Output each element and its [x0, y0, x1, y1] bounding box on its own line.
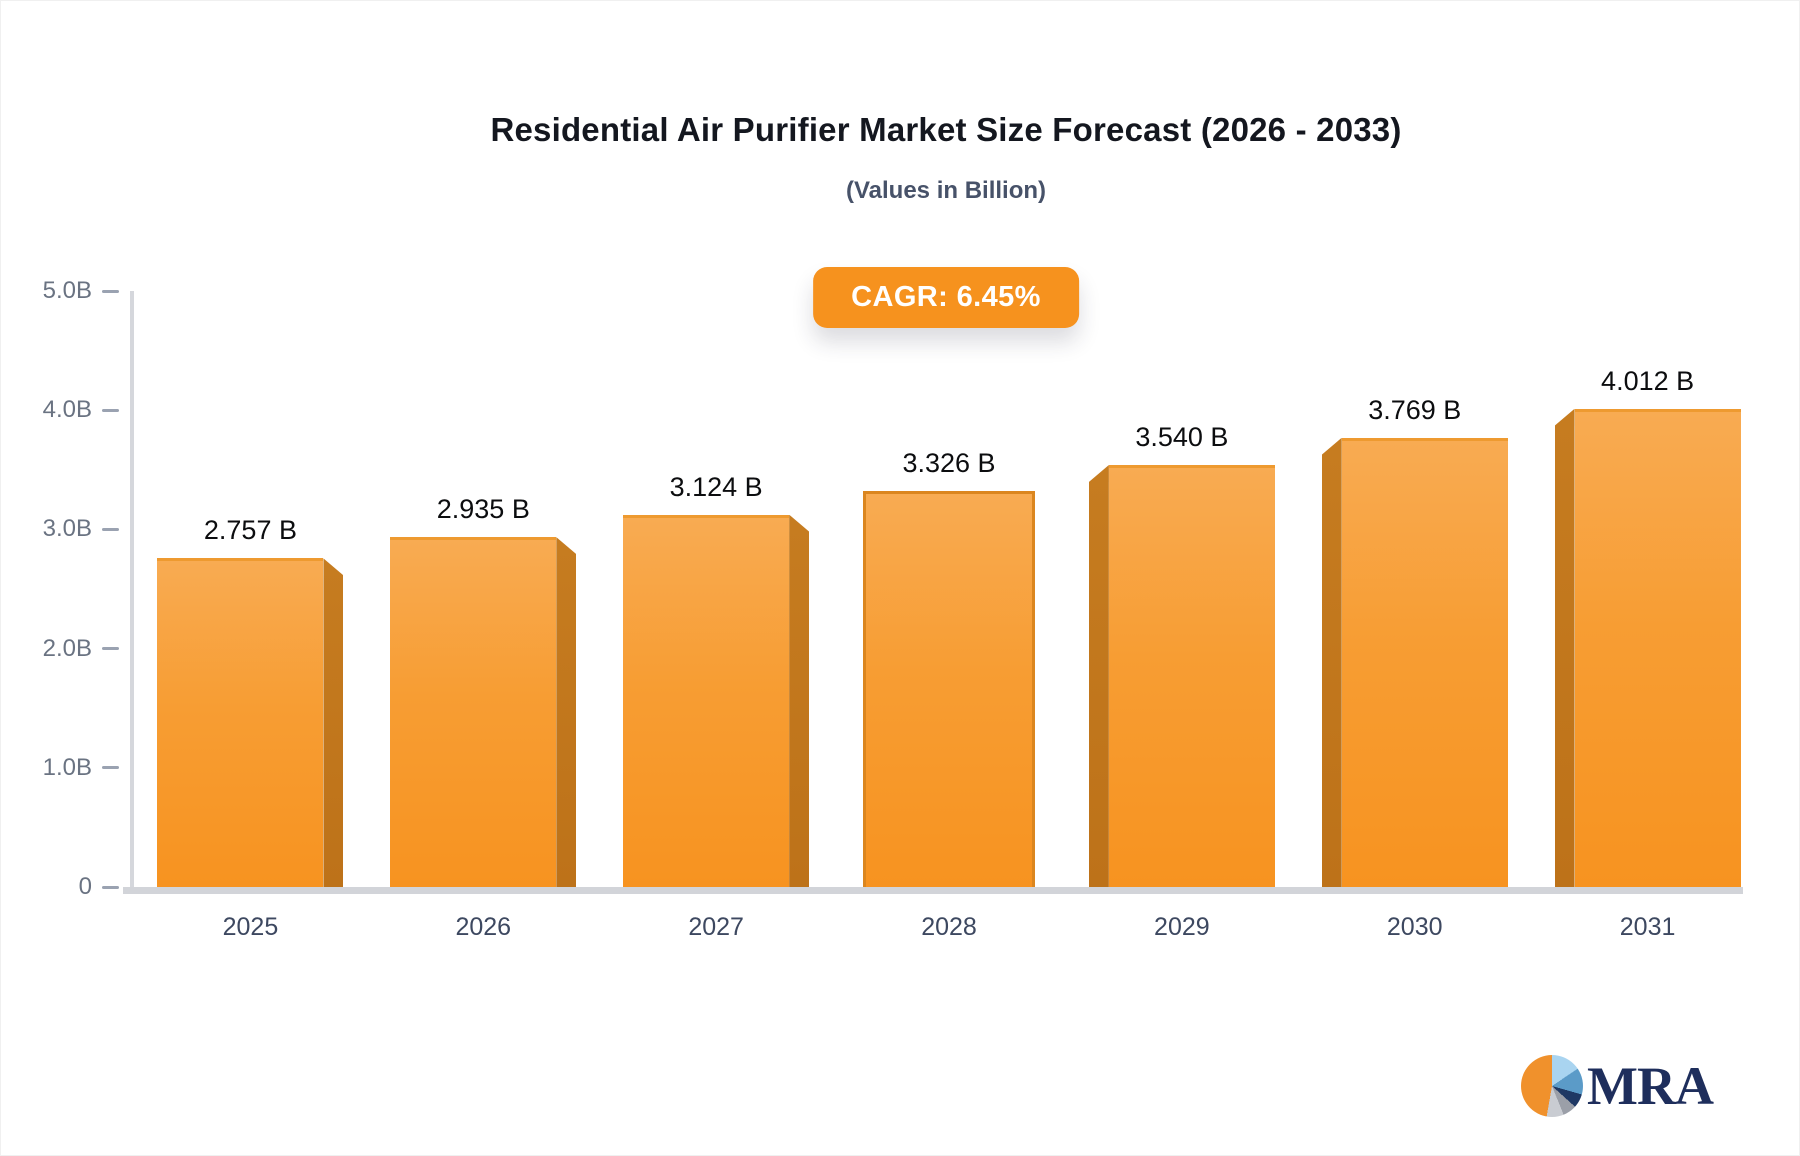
- chart-subtitle: (Values in Billion): [845, 177, 1047, 204]
- tick-mark: [102, 527, 119, 531]
- bar-2025: [157, 558, 344, 887]
- bar-value-label: 3.769 B: [1368, 394, 1462, 425]
- y-axis-tick: 5.0B: [32, 277, 119, 305]
- y-axis-tick-label: 5.0B: [42, 277, 92, 304]
- bar-2031: [1554, 408, 1741, 887]
- bar-group: 2.935 B: [367, 291, 600, 887]
- y-axis-tick-label: 2.0B: [42, 634, 92, 662]
- bar-2026: [390, 537, 577, 887]
- bar-value-label: 3.540 B: [1135, 422, 1229, 453]
- x-axis-label: 2029: [1154, 913, 1210, 941]
- bar-side-face: [323, 558, 344, 887]
- x-axis-label: 2027: [688, 913, 744, 941]
- bar-value-label: 2.935 B: [436, 494, 530, 525]
- tick-mark: [102, 885, 119, 889]
- bar-side-face: [1088, 465, 1109, 887]
- bar-group: 4.012 B: [1531, 291, 1764, 887]
- brand-logo: MRA: [1521, 1055, 1714, 1117]
- x-axis-label: 2028: [921, 913, 977, 941]
- tick-mark: [102, 408, 119, 412]
- y-axis-tick-label: 4.0B: [42, 396, 92, 424]
- bar-group: 3.769 B: [1298, 291, 1531, 887]
- bar-group: 3.540 B: [1065, 291, 1298, 887]
- bar-side-face: [556, 537, 577, 887]
- bar-value-label: 3.124 B: [669, 471, 763, 502]
- y-axis-tick: 1.0B: [32, 754, 119, 782]
- bar-side-face: [1321, 437, 1342, 887]
- y-axis-tick-label: 0: [78, 873, 92, 900]
- y-axis-tick: 4.0B: [32, 396, 119, 424]
- bar-group: 3.326 B: [833, 291, 1066, 887]
- bar-face: [623, 514, 790, 887]
- y-axis-tick-label: 1.0B: [42, 753, 92, 781]
- chart-title: Residential Air Purifier Market Size For…: [490, 111, 1402, 148]
- pie-chart-icon: [1521, 1055, 1584, 1117]
- x-axis-label: 2031: [1619, 913, 1676, 941]
- x-axis-label: 2025: [222, 913, 279, 941]
- bars-row: 2.757 B 2.935 B 3.124 B 3.326 B 3.540 B 3.769…: [134, 291, 1764, 887]
- tick-mark: [102, 766, 119, 770]
- bar-side-face: [789, 514, 810, 887]
- y-axis-tick: 0: [32, 873, 119, 901]
- cagr-badge: CAGR: 6.45%: [813, 267, 1079, 328]
- y-axis-tick: 2.0B: [32, 635, 119, 663]
- bar-face: [1341, 437, 1508, 887]
- bar-value-label: 4.012 B: [1601, 365, 1695, 396]
- bar-value-label: 3.326 B: [902, 447, 996, 478]
- x-axis-baseline: [123, 887, 1743, 894]
- bar-value-label: 2.757 B: [203, 515, 297, 546]
- bar-2029: [1088, 465, 1275, 887]
- y-axis-tick-label: 3.0B: [42, 515, 92, 543]
- x-axis-labels: 2025 2026 2027 2028 2029 2030 2031: [134, 913, 1764, 942]
- bar-face: [863, 490, 1035, 887]
- bar-face: [390, 537, 557, 887]
- bar-face: [1574, 408, 1741, 887]
- x-axis-label: 2030: [1386, 913, 1443, 941]
- tick-mark: [102, 289, 119, 293]
- tick-mark: [102, 647, 119, 651]
- y-axis-line: [130, 291, 134, 891]
- brand-logo-text: MRA: [1587, 1056, 1714, 1116]
- bar-face: [1108, 465, 1275, 887]
- x-axis-label: 2026: [455, 913, 512, 941]
- bar-2027: [623, 514, 810, 887]
- bar-group: 2.757 B: [134, 291, 367, 887]
- bar-face: [157, 558, 324, 887]
- y-axis-tick: 3.0B: [32, 515, 119, 543]
- bar-2030: [1321, 437, 1508, 887]
- bar-side-face: [1554, 408, 1575, 887]
- y-axis: 5.0B 4.0B 3.0B 2.0B 1.0B 0: [1, 277, 119, 900]
- bar-2028: [863, 490, 1035, 887]
- bar-group: 3.124 B: [600, 291, 833, 887]
